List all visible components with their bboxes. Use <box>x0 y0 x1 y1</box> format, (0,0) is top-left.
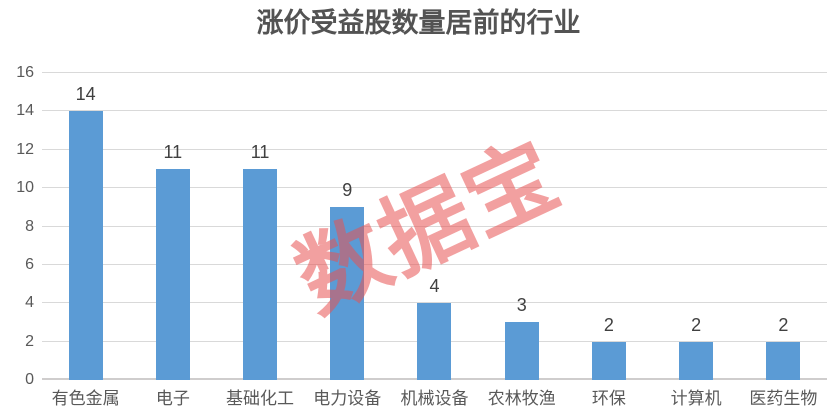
x-axis: 有色金属 电子 基础化工 电力设备 机械设备 农林牧渔 环保 计算机 医药生物 <box>42 389 827 409</box>
bar-value-label: 2 <box>603 314 614 335</box>
bar <box>679 341 714 380</box>
bar-value-label: 3 <box>516 295 527 316</box>
bar-column: 2 <box>740 73 827 380</box>
bar-column: 11 <box>216 73 303 380</box>
gridline <box>42 110 827 112</box>
y-tick-label: 0 <box>25 371 34 388</box>
bar-column: 4 <box>391 73 478 380</box>
bar <box>243 168 278 380</box>
bar-value-label: 9 <box>342 180 353 201</box>
y-tick-label: 16 <box>16 64 34 81</box>
x-category-label: 有色金属 <box>51 389 120 408</box>
bar-column: 9 <box>304 73 391 380</box>
y-tick-label: 8 <box>25 217 34 235</box>
bar-column: 2 <box>565 73 652 380</box>
x-category-label: 基础化工 <box>226 389 295 408</box>
gridline <box>42 148 827 150</box>
bar <box>330 207 365 380</box>
bar-column: 11 <box>129 73 216 380</box>
y-tick-label: 12 <box>16 140 34 158</box>
bar-value-label: 11 <box>250 141 270 162</box>
bar <box>155 168 190 380</box>
bar-series: 14 11 11 9 4 3 2 2 2 <box>42 73 827 380</box>
bar-column: 2 <box>653 73 740 380</box>
bar <box>504 322 539 380</box>
y-axis: 0 2 4 6 8 10 12 14 16 <box>0 64 34 388</box>
bar-value-label: 11 <box>163 141 183 162</box>
gridline <box>42 225 827 227</box>
plot-area: 14 11 11 9 4 3 2 2 2 <box>42 72 827 380</box>
bar <box>766 341 801 380</box>
chart-title: 涨价受益股数量居前的行业 <box>256 8 581 38</box>
x-category-label: 农林牧渔 <box>487 389 556 408</box>
bar <box>68 111 103 380</box>
bar-value-label: 4 <box>429 276 440 297</box>
gridline <box>42 302 827 304</box>
x-category-label: 电力设备 <box>313 389 382 408</box>
y-tick-label: 6 <box>25 255 34 273</box>
bar-value-label: 14 <box>75 84 96 105</box>
gridline <box>42 72 827 73</box>
y-tick-label: 10 <box>16 179 34 197</box>
y-tick-label: 2 <box>25 332 34 350</box>
x-category-label: 计算机 <box>670 389 722 408</box>
x-category-label: 机械设备 <box>400 389 469 408</box>
x-category-label: 医药生物 <box>749 389 818 408</box>
x-category-label: 环保 <box>591 389 626 408</box>
x-category-label: 电子 <box>155 389 190 408</box>
y-tick-label: 14 <box>16 102 34 120</box>
bar-column: 3 <box>478 73 565 380</box>
y-tick-label: 4 <box>25 294 34 312</box>
bar-column: 14 <box>42 73 129 380</box>
bar-value-label: 2 <box>778 314 789 335</box>
bar <box>591 341 626 380</box>
gridline <box>42 187 827 189</box>
bar <box>417 303 452 380</box>
bar-value-label: 2 <box>691 314 702 335</box>
gridline <box>42 263 827 265</box>
